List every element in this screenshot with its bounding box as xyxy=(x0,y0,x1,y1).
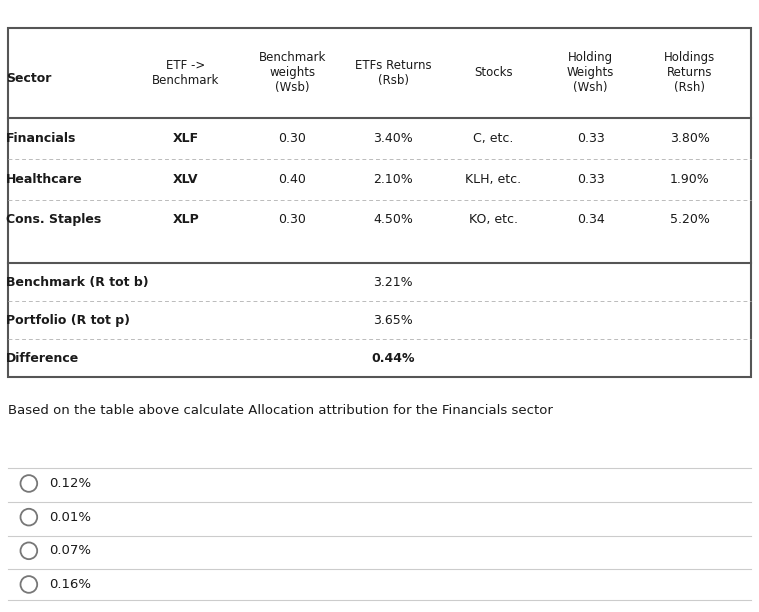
Text: 1.90%: 1.90% xyxy=(670,173,710,186)
Text: 0.16%: 0.16% xyxy=(49,578,91,591)
Text: 0.12%: 0.12% xyxy=(49,477,92,490)
Text: Sector: Sector xyxy=(6,72,52,85)
Text: 5.20%: 5.20% xyxy=(670,212,710,226)
Text: KLH, etc.: KLH, etc. xyxy=(465,173,521,186)
Text: 3.80%: 3.80% xyxy=(670,132,710,145)
Text: 3.65%: 3.65% xyxy=(373,313,413,327)
Bar xyxy=(8,28,751,377)
Text: 4.50%: 4.50% xyxy=(373,212,413,226)
Text: Holdings
Returns
(Rsh): Holdings Returns (Rsh) xyxy=(664,51,716,94)
Text: 0.40: 0.40 xyxy=(279,173,306,186)
Text: Stocks: Stocks xyxy=(474,66,512,79)
Text: C, etc.: C, etc. xyxy=(473,132,514,145)
Text: XLV: XLV xyxy=(173,173,199,186)
Text: ETFs Returns
(Rsb): ETFs Returns (Rsb) xyxy=(355,59,431,86)
Text: 2.10%: 2.10% xyxy=(373,173,413,186)
Text: Financials: Financials xyxy=(6,132,77,145)
Text: 0.34: 0.34 xyxy=(577,212,604,226)
Text: Healthcare: Healthcare xyxy=(6,173,83,186)
Text: Holding
Weights
(Wsh): Holding Weights (Wsh) xyxy=(567,51,614,94)
Text: 3.40%: 3.40% xyxy=(373,132,413,145)
Text: 0.33: 0.33 xyxy=(577,173,604,186)
Text: 0.07%: 0.07% xyxy=(49,544,91,558)
Text: Benchmark
weights
(Wsb): Benchmark weights (Wsb) xyxy=(259,51,326,94)
Text: Based on the table above calculate Allocation attribution for the Financials sec: Based on the table above calculate Alloc… xyxy=(8,404,553,417)
Text: 0.33: 0.33 xyxy=(577,132,604,145)
Text: Difference: Difference xyxy=(6,351,80,365)
Text: Cons. Staples: Cons. Staples xyxy=(6,212,101,226)
Text: 0.44%: 0.44% xyxy=(371,351,415,365)
Text: XLP: XLP xyxy=(172,212,200,226)
Text: Benchmark (R tot b): Benchmark (R tot b) xyxy=(6,275,149,289)
Text: 0.01%: 0.01% xyxy=(49,510,91,524)
Text: 0.30: 0.30 xyxy=(279,212,306,226)
Text: 3.21%: 3.21% xyxy=(373,275,413,289)
Text: ETF ->
Benchmark: ETF -> Benchmark xyxy=(153,59,219,86)
Text: Portfolio (R tot p): Portfolio (R tot p) xyxy=(6,313,130,327)
Text: 0.30: 0.30 xyxy=(279,132,306,145)
Text: KO, etc.: KO, etc. xyxy=(469,212,518,226)
Text: XLF: XLF xyxy=(173,132,199,145)
